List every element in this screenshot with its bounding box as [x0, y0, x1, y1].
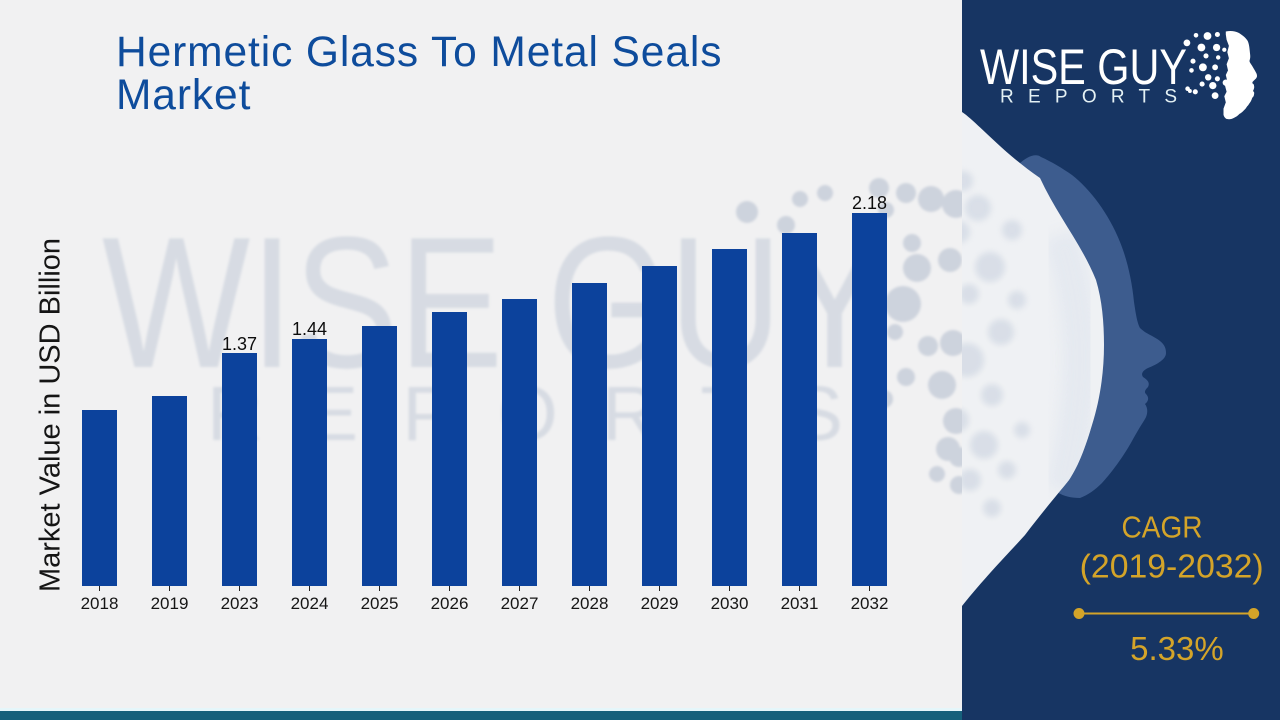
- svg-text:5.33%: 5.33%: [1130, 630, 1224, 667]
- svg-text:(2019-2032): (2019-2032): [1080, 548, 1264, 585]
- svg-text:WISE GUY: WISE GUY: [980, 38, 1187, 95]
- svg-text:CAGR: CAGR: [1122, 510, 1203, 545]
